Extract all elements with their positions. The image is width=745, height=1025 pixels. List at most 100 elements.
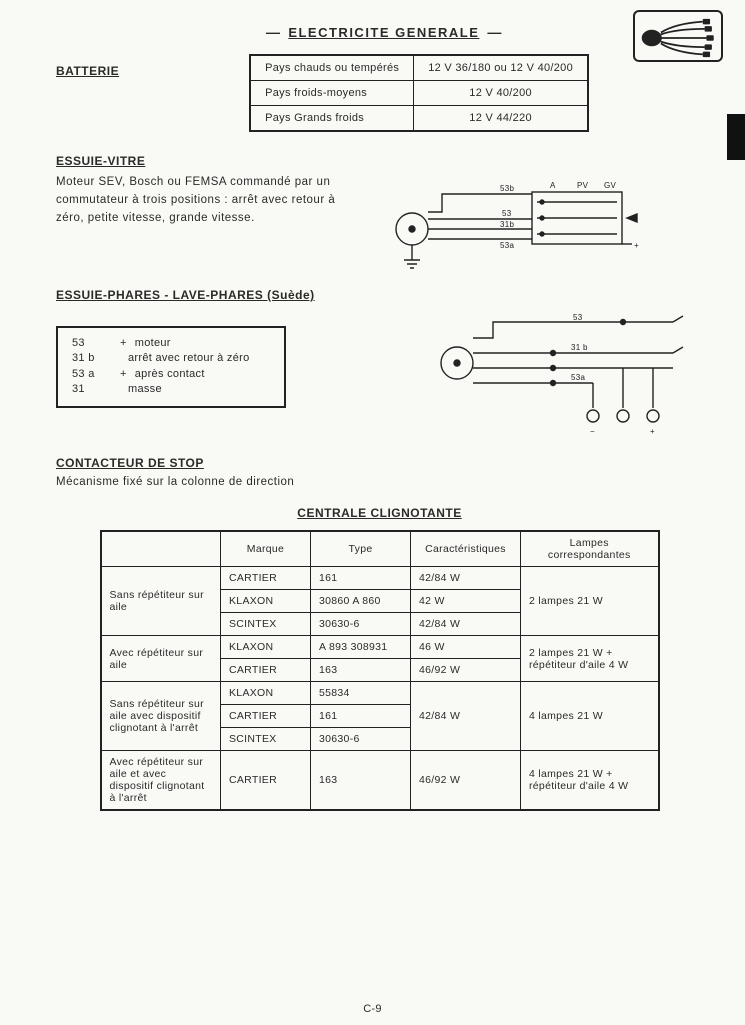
- legend-sym: +: [120, 336, 127, 351]
- group-label: Sans répétiteur sur aile: [101, 567, 221, 636]
- cell-marque: SCINTEX: [221, 613, 311, 636]
- cell-carac: 42/84 W: [411, 567, 521, 590]
- table-row: Pays chauds ou tempérés 12 V 36/180 ou 1…: [250, 55, 588, 81]
- table-row: Sans répétiteur sur aile avec dispositif…: [101, 682, 659, 705]
- table-header-row: Marque Type Caractéristiques Lampes corr…: [101, 531, 659, 567]
- group-label: Avec répétiteur sur aile: [101, 636, 221, 682]
- battery-label: Pays chauds ou tempérés: [250, 55, 414, 81]
- cell-marque: KLAXON: [221, 590, 311, 613]
- legend-row: 53 a + après contact: [72, 367, 270, 382]
- wire-label: 31b: [500, 220, 514, 229]
- cell-carac: 46 W: [411, 636, 521, 659]
- cell-type: 30630-6: [311, 613, 411, 636]
- wire-label: PV: [577, 181, 589, 190]
- th-type: Type: [311, 531, 411, 567]
- contacteur-text: Mécanisme fixé sur la colonne de directi…: [56, 476, 703, 488]
- cell-marque: KLAXON: [221, 682, 311, 705]
- legend-row: 31 b arrêt avec retour à zéro: [72, 351, 270, 366]
- th-carac: Caractéristiques: [411, 531, 521, 567]
- legend-row: 31 masse: [72, 382, 270, 397]
- cell-type: 161: [311, 705, 411, 728]
- cell-lampes: 2 lampes 21 W: [521, 567, 659, 636]
- th-blank: [101, 531, 221, 567]
- wire-label: 53: [502, 209, 512, 218]
- cell-marque: CARTIER: [221, 659, 311, 682]
- cell-carac: 42/84 W: [411, 682, 521, 751]
- wire-label: 53a: [571, 373, 585, 382]
- centrale-table: Marque Type Caractéristiques Lampes corr…: [100, 530, 660, 811]
- wire-label: 53b: [500, 184, 514, 193]
- legend-code: 31: [72, 382, 112, 397]
- cell-type: 163: [311, 751, 411, 811]
- svg-text:+: +: [634, 241, 639, 250]
- wire-label: GV: [604, 181, 617, 190]
- cell-carac: 42 W: [411, 590, 521, 613]
- cell-type: 55834: [311, 682, 411, 705]
- essuie-vitre-title: ESSUIE-VITRE: [56, 154, 703, 168]
- legend-desc: arrêt avec retour à zéro: [128, 351, 250, 366]
- batterie-section: BATTERIE Pays chauds ou tempérés 12 V 36…: [56, 54, 703, 132]
- cell-type: 30860 A 860: [311, 590, 411, 613]
- cell-marque: CARTIER: [221, 751, 311, 811]
- legend-code: 53 a: [72, 367, 112, 382]
- battery-value: 12 V 40/200: [414, 81, 588, 106]
- page: — ELECTRICITE GENERALE — BATTERIE Pays c…: [0, 0, 745, 1025]
- legend-desc: moteur: [135, 336, 171, 351]
- legend-code: 31 b: [72, 351, 112, 366]
- dash-left: —: [266, 24, 280, 40]
- contacteur-title: CONTACTEUR DE STOP: [56, 456, 703, 470]
- cell-carac: 46/92 W: [411, 659, 521, 682]
- essuie-vitre-section: Moteur SEV, Bosch ou FEMSA commandé par …: [56, 174, 703, 274]
- table-row: Sans répétiteur sur aile CARTIER 161 42/…: [101, 567, 659, 590]
- wire-label: 53: [573, 313, 583, 322]
- cell-type: 161: [311, 567, 411, 590]
- wire-label: 31 b: [571, 343, 588, 352]
- wire-label: A: [550, 181, 556, 190]
- group-label: Sans répétiteur sur aile avec dispositif…: [101, 682, 221, 751]
- legend-sym: +: [120, 367, 127, 382]
- cell-marque: SCINTEX: [221, 728, 311, 751]
- legend-box: 53 + moteur 31 b arrêt avec retour à zér…: [56, 326, 286, 408]
- cell-type: 30630-6: [311, 728, 411, 751]
- dash-right: —: [487, 24, 501, 40]
- wire-label: +: [650, 427, 655, 436]
- cell-marque: CARTIER: [221, 567, 311, 590]
- essuie-phares-section: 53 + moteur 31 b arrêt avec retour à zér…: [56, 308, 703, 438]
- essuie-phares-title: ESSUIE-PHARES - LAVE-PHARES (Suède): [56, 288, 703, 302]
- cell-carac: 46/92 W: [411, 751, 521, 811]
- cell-carac: 42/84 W: [411, 613, 521, 636]
- centrale-title: CENTRALE CLIGNOTANTE: [56, 506, 703, 520]
- cell-lampes: 2 lampes 21 W + répétiteur d'aile 4 W: [521, 636, 659, 682]
- battery-value: 12 V 44/220: [414, 106, 588, 132]
- essuie-vitre-text: Moteur SEV, Bosch ou FEMSA commandé par …: [56, 174, 366, 227]
- table-row: Avec répétiteur sur aile KLAXON A 893 30…: [101, 636, 659, 659]
- table-row: Pays Grands froids 12 V 44/220: [250, 106, 588, 132]
- page-title: ELECTRICITE GENERALE: [288, 25, 479, 40]
- page-number: C-9: [0, 1003, 745, 1015]
- battery-table: Pays chauds ou tempérés 12 V 36/180 ou 1…: [249, 54, 589, 132]
- legend-row: 53 + moteur: [72, 336, 270, 351]
- wire-label: −: [590, 427, 595, 436]
- table-row: Pays froids-moyens 12 V 40/200: [250, 81, 588, 106]
- wire-label: 53a: [500, 241, 514, 250]
- group-label: Avec répétiteur sur aile et avec disposi…: [101, 751, 221, 811]
- page-edge-tab: [727, 114, 745, 160]
- legend-desc: masse: [128, 382, 162, 397]
- th-lampes: Lampes correspondantes: [521, 531, 659, 567]
- cell-lampes: 4 lampes 21 W: [521, 682, 659, 751]
- cell-marque: CARTIER: [221, 705, 311, 728]
- battery-value: 12 V 36/180 ou 12 V 40/200: [414, 55, 588, 81]
- cell-marque: KLAXON: [221, 636, 311, 659]
- essuie-phares-schematic: 53 31 b 53a − +: [423, 308, 703, 438]
- batterie-title: BATTERIE: [56, 64, 119, 78]
- battery-label: Pays froids-moyens: [250, 81, 414, 106]
- cell-type: 163: [311, 659, 411, 682]
- legend-desc: après contact: [135, 367, 205, 382]
- battery-label: Pays Grands froids: [250, 106, 414, 132]
- table-row: Avec répétiteur sur aile et avec disposi…: [101, 751, 659, 811]
- cell-lampes: 4 lampes 21 W + répétiteur d'aile 4 W: [521, 751, 659, 811]
- essuie-vitre-schematic: 53b A PV GV 53 31b 53a +: [382, 174, 642, 274]
- wire-bundle-icon: [633, 10, 723, 62]
- cell-type: A 893 308931: [311, 636, 411, 659]
- th-marque: Marque: [221, 531, 311, 567]
